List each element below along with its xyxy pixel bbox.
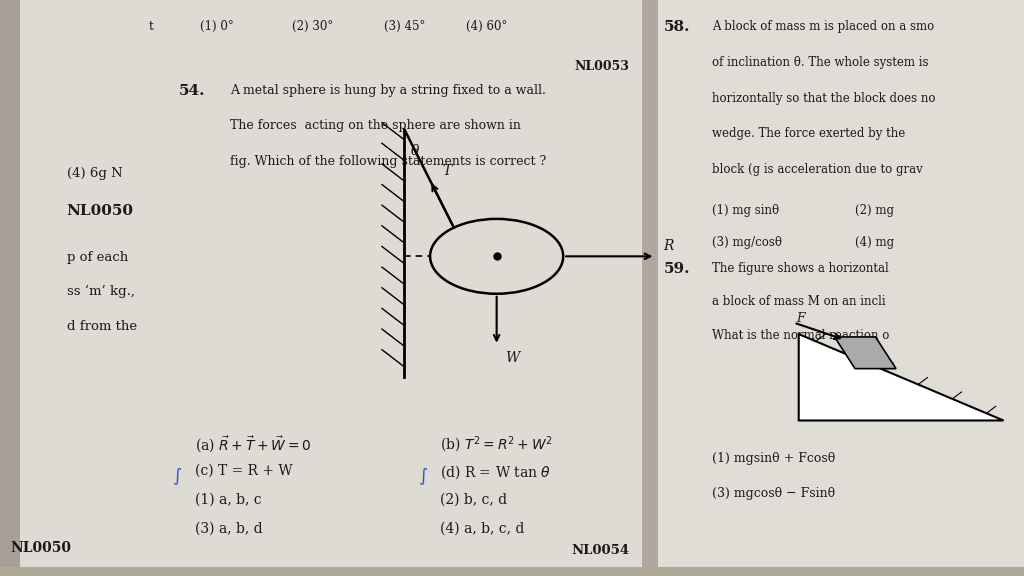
Text: A metal sphere is hung by a string fixed to a wall.: A metal sphere is hung by a string fixed… (230, 84, 546, 97)
Text: (4) mg: (4) mg (855, 236, 894, 249)
Text: 54.: 54. (179, 84, 206, 97)
Text: NL0053: NL0053 (574, 60, 630, 74)
Text: a block of mass M on an incli: a block of mass M on an incli (712, 295, 886, 309)
Text: W: W (505, 351, 519, 365)
Text: fig. Which of the following statements is correct ?: fig. Which of the following statements i… (230, 155, 547, 168)
Text: (a) $\vec{R}+\vec{T}+\vec{W}=0$: (a) $\vec{R}+\vec{T}+\vec{W}=0$ (195, 435, 311, 455)
Text: A block of mass m is placed on a smo: A block of mass m is placed on a smo (712, 20, 934, 33)
Text: block (g is acceleration due to grav: block (g is acceleration due to grav (712, 163, 923, 176)
Text: (2) mg: (2) mg (855, 204, 894, 218)
FancyBboxPatch shape (642, 0, 658, 576)
Text: NL0050: NL0050 (10, 541, 72, 555)
Text: of inclination θ. The whole system is: of inclination θ. The whole system is (712, 56, 928, 69)
Text: (b) $T^2 = R^2 + W^2$: (b) $T^2 = R^2 + W^2$ (440, 435, 554, 455)
Text: NL0054: NL0054 (571, 544, 630, 558)
Text: NL0050: NL0050 (67, 204, 133, 218)
Polygon shape (835, 337, 896, 369)
Text: (1) mgsinθ + Fcosθ: (1) mgsinθ + Fcosθ (712, 452, 835, 465)
Text: (1) a, b, c: (1) a, b, c (195, 492, 261, 506)
Text: (3) 45°: (3) 45° (384, 20, 425, 33)
FancyBboxPatch shape (650, 0, 1024, 576)
Text: d from the: d from the (67, 320, 136, 333)
Text: (3) mg/cosθ: (3) mg/cosθ (712, 236, 781, 249)
Text: (3) mgcosθ − Fsinθ: (3) mgcosθ − Fsinθ (712, 487, 835, 500)
Text: ss ‘m’ kg.,: ss ‘m’ kg., (67, 285, 134, 298)
Text: (1) 0°: (1) 0° (200, 20, 233, 33)
Text: wedge. The force exerted by the: wedge. The force exerted by the (712, 127, 905, 141)
Text: θ: θ (411, 144, 419, 158)
Polygon shape (799, 334, 1004, 420)
Text: t: t (148, 20, 154, 33)
Text: 58.: 58. (664, 20, 690, 34)
Text: p of each: p of each (67, 251, 128, 264)
Text: (2) b, c, d: (2) b, c, d (440, 492, 508, 506)
Text: T: T (442, 164, 452, 177)
Text: (2) 30°: (2) 30° (292, 20, 333, 33)
Text: 59.: 59. (664, 262, 690, 276)
FancyBboxPatch shape (0, 0, 20, 576)
Text: F: F (797, 312, 805, 325)
FancyBboxPatch shape (0, 0, 650, 576)
Text: (4) a, b, c, d: (4) a, b, c, d (440, 521, 524, 535)
Text: horizontally so that the block does no: horizontally so that the block does no (712, 92, 935, 105)
Text: R: R (664, 240, 674, 253)
Text: (4) 60°: (4) 60° (466, 20, 507, 33)
Text: ∫: ∫ (172, 467, 181, 484)
Text: (4) 6g N: (4) 6g N (67, 167, 122, 180)
Text: (1) mg sinθ: (1) mg sinθ (712, 204, 779, 218)
Text: (c) T = R + W: (c) T = R + W (195, 464, 292, 478)
Text: The forces  acting on the sphere are shown in: The forces acting on the sphere are show… (230, 119, 521, 132)
Text: ∫: ∫ (418, 467, 427, 484)
Text: (3) a, b, d: (3) a, b, d (195, 521, 262, 535)
Text: (d) R = W tan $\theta$: (d) R = W tan $\theta$ (440, 464, 551, 482)
Text: What is the normal reaction o: What is the normal reaction o (712, 329, 889, 342)
Text: The figure shows a horizontal: The figure shows a horizontal (712, 262, 889, 275)
FancyBboxPatch shape (0, 567, 1024, 576)
